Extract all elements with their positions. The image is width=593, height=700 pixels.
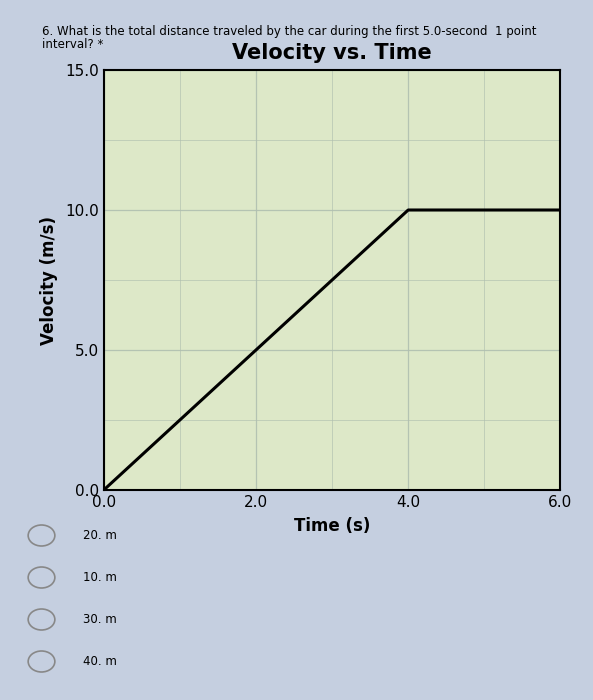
Text: 20. m: 20. m xyxy=(83,529,117,542)
X-axis label: Time (s): Time (s) xyxy=(294,517,370,535)
Y-axis label: Velocity (m/s): Velocity (m/s) xyxy=(40,216,58,344)
Text: 30. m: 30. m xyxy=(83,613,117,626)
Text: 40. m: 40. m xyxy=(83,655,117,668)
Text: interval? *: interval? * xyxy=(42,38,103,52)
Text: 6. What is the total distance traveled by the car during the first 5.0-second  1: 6. What is the total distance traveled b… xyxy=(42,25,536,38)
Text: 10. m: 10. m xyxy=(83,571,117,584)
Title: Velocity vs. Time: Velocity vs. Time xyxy=(232,43,432,63)
